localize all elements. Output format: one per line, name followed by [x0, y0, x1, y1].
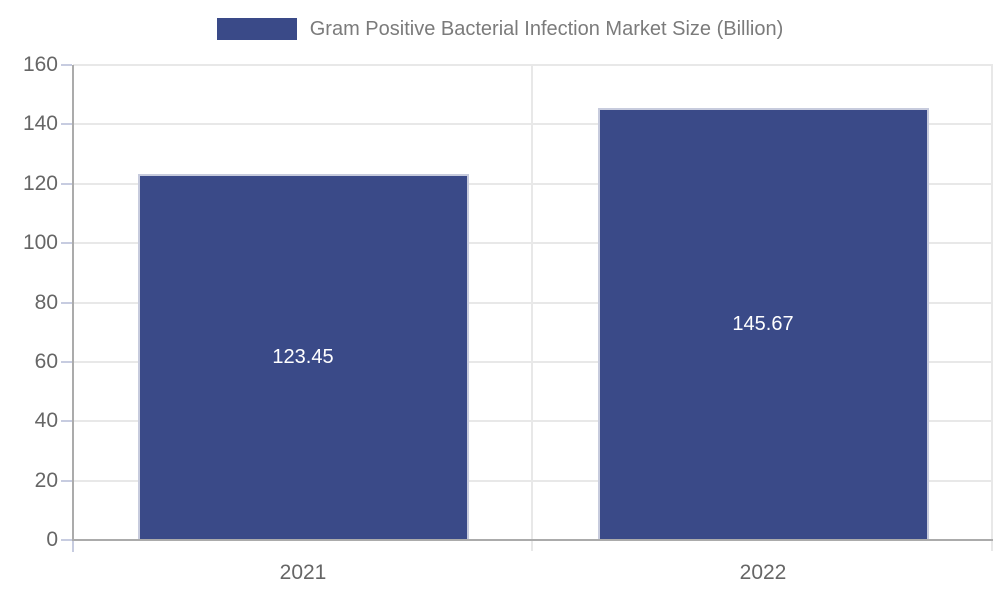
gridline-horizontal [73, 420, 993, 423]
gridline-horizontal [73, 360, 993, 363]
x-axis-spine [72, 539, 993, 541]
bar-2021 [137, 174, 469, 540]
x-axis-tick-label: 2022 [739, 561, 787, 584]
plot-area: 123.45 145.67 0 20 40 60 80 100 120 140 160 2021 202… [23, 53, 993, 584]
y-axis-tick [61, 479, 72, 482]
y-axis-tick-label: 20 [34, 468, 58, 492]
y-axis-tick [61, 64, 72, 66]
gridline-horizontal [73, 479, 993, 482]
bar-value-label: 123.45 [272, 346, 334, 368]
chart-legend: Gram Positive Bacterial Infection Market… [0, 17, 1000, 41]
y-axis-tick [61, 301, 72, 304]
bar-2022 [597, 108, 929, 540]
y-axis-tick [61, 360, 72, 363]
y-axis-tick [61, 182, 72, 185]
gridline-horizontal [73, 182, 993, 185]
gridline-horizontal [73, 123, 993, 126]
y-axis-tick-label: 120 [22, 171, 58, 195]
gridline-vertical [531, 65, 533, 551]
x-axis-tick-label: 2021 [279, 561, 327, 584]
gridline-horizontal [73, 64, 993, 66]
y-axis-tick-label: 0 [46, 528, 58, 551]
y-axis-tick-label: 140 [22, 112, 58, 136]
x-axis-tick [72, 541, 74, 552]
y-axis-tick [61, 420, 72, 423]
y-axis-tick [61, 242, 72, 245]
y-axis-tick-label: 40 [34, 409, 58, 433]
y-axis-tick [61, 123, 72, 126]
legend-swatch [216, 18, 297, 40]
gridline-horizontal [73, 301, 993, 304]
gridline-horizontal [73, 242, 993, 245]
y-axis-tick [61, 539, 72, 541]
y-axis-tick-label: 80 [34, 290, 58, 314]
gridline-vertical [991, 65, 993, 551]
y-axis-tick-label: 100 [22, 231, 58, 255]
y-axis-spine [72, 65, 74, 542]
bar-value-label: 145.67 [732, 313, 794, 335]
legend-label: Gram Positive Bacterial Infection Market… [309, 17, 784, 40]
y-axis-tick-label: 60 [34, 349, 58, 373]
y-axis-tick-label: 160 [22, 53, 58, 76]
